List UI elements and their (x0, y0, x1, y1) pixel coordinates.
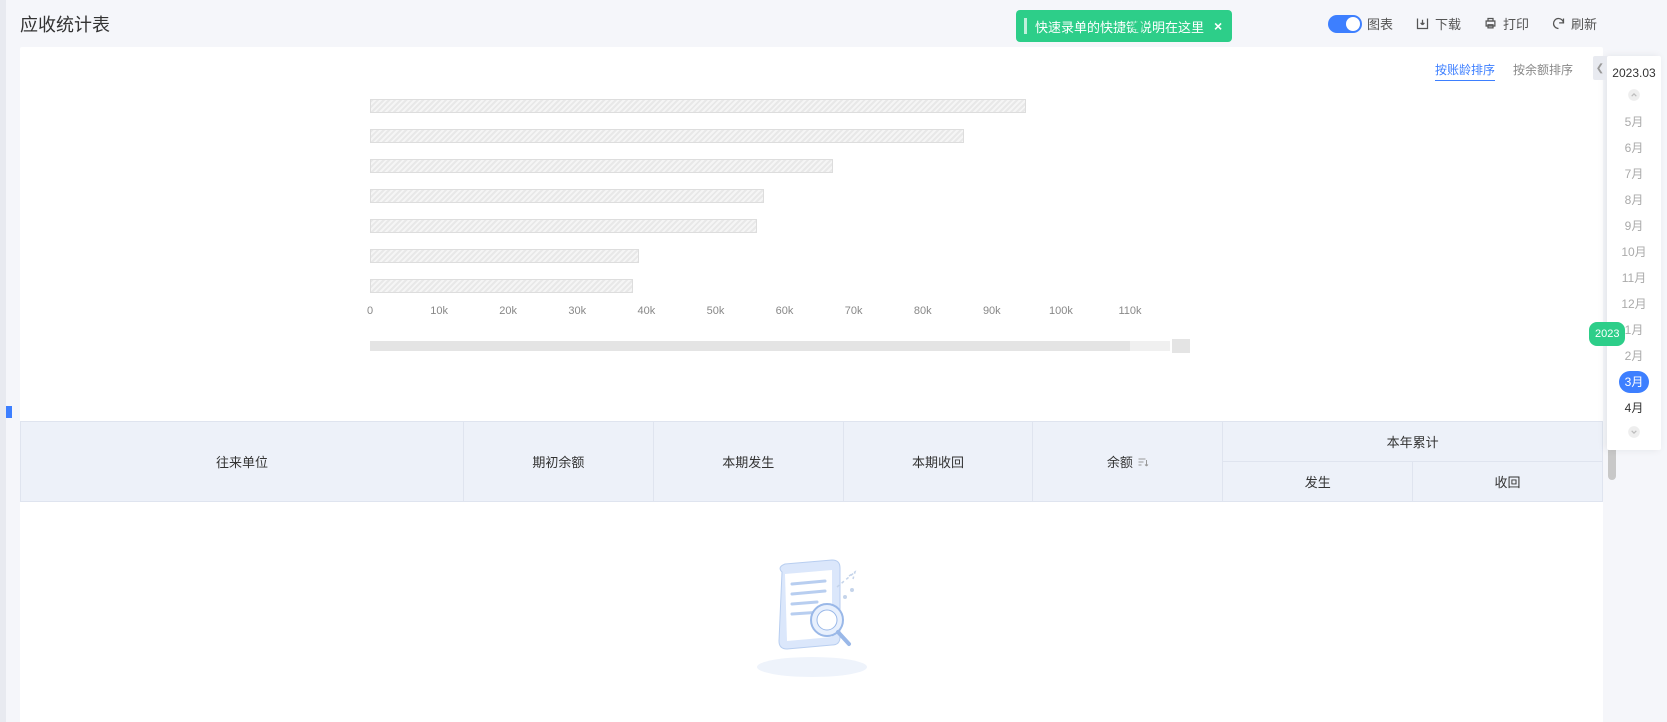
month-item[interactable]: 3月 (1619, 371, 1649, 393)
tip-accent-bar (1024, 18, 1027, 34)
sort-icon[interactable] (1137, 456, 1149, 468)
bar[interactable] (370, 249, 639, 263)
tip-connector-dot (1134, 22, 1142, 30)
col-ytd-recover[interactable]: 收回 (1413, 462, 1603, 502)
date-current[interactable]: 2023.03 (1607, 62, 1661, 86)
x-tick: 10k (430, 305, 448, 317)
chart-scroll-thumb[interactable] (370, 341, 1130, 351)
bar[interactable] (370, 129, 964, 143)
col-balance-label: 余额 (1107, 452, 1133, 471)
toggle-chart-label: 图表 (1367, 14, 1393, 33)
col-partner[interactable]: 往来单位 (21, 422, 464, 502)
bar[interactable] (370, 189, 764, 203)
x-axis: 010k20k30k40k50k60k70k80k90k100k110k (370, 305, 1130, 323)
refresh-button[interactable]: 刷新 (1551, 14, 1597, 33)
date-up-arrow-icon[interactable] (1607, 86, 1661, 107)
chart-section: 按账龄排序 按余额排序 0 10k 20k 30k 40k 50k 60k 70k 80k 90k… (20, 47, 1603, 397)
col-current-occur[interactable]: 本期发生 (653, 422, 843, 502)
toggle-switch[interactable] (1328, 15, 1362, 33)
download-label: 下载 (1435, 14, 1461, 33)
date-float: ❮ 2023.03 5月6月7月8月9月10月11月12月1月20232月3月4… (1607, 56, 1661, 450)
month-item[interactable]: 10月 (1619, 241, 1649, 263)
bar-row (370, 181, 1130, 211)
download-icon (1415, 16, 1430, 31)
bar[interactable] (370, 279, 633, 293)
date-panel: ❮ 2023.03 5月6月7月8月9月10月11月12月1月20232月3月4… (1617, 0, 1667, 722)
bar-row (370, 241, 1130, 271)
month-item[interactable]: 4月 (1619, 397, 1649, 419)
toggle-chart[interactable]: 图表 (1328, 14, 1393, 33)
x-tick: 40k (637, 305, 655, 317)
x-tick: 90k (983, 305, 1001, 317)
x-tick: 100k (1049, 305, 1073, 317)
bar-row (370, 91, 1130, 121)
bar-chart: 010k20k30k40k50k60k70k80k90k100k110k (370, 91, 1130, 351)
bar[interactable] (370, 219, 757, 233)
chart-scroll-handle[interactable] (1172, 339, 1190, 353)
month-list: 5月 6月 7月 8月 9月 10月 11月 12月 1月2023 2月 3月 4月 (1607, 107, 1661, 423)
print-label: 打印 (1503, 14, 1529, 33)
x-tick: 70k (845, 305, 863, 317)
date-down-arrow-icon[interactable] (1607, 423, 1661, 444)
empty-illustration (737, 542, 887, 682)
month-item[interactable]: 12月 (1619, 293, 1649, 315)
sort-links: 按账龄排序 按余额排序 (1435, 61, 1573, 81)
month-item[interactable]: 6月 (1619, 137, 1649, 159)
print-button[interactable]: 打印 (1483, 14, 1529, 33)
col-ytd-group: 本年累计 (1223, 422, 1603, 462)
month-item[interactable]: 9月 (1619, 215, 1649, 237)
x-tick: 110k (1118, 305, 1141, 317)
tip-connector-line (1104, 26, 1134, 27)
x-tick: 60k (776, 305, 794, 317)
month-item[interactable]: 5月 (1619, 111, 1649, 133)
x-tick: 50k (707, 305, 725, 317)
bar-row (370, 211, 1130, 241)
section-indicator (6, 406, 12, 418)
table-section: 往来单位 期初余额 本期发生 本期收回 余额 本年累计 (20, 421, 1603, 722)
month-item[interactable]: 11月 (1619, 267, 1649, 289)
bar-row (370, 271, 1130, 301)
col-current-recover[interactable]: 本期收回 (843, 422, 1033, 502)
top-actions: 图表 下载 打印 刷新 (1328, 14, 1597, 33)
bar-row (370, 151, 1130, 181)
chart-scroll-track[interactable] (370, 341, 1170, 351)
col-opening[interactable]: 期初余额 (463, 422, 653, 502)
bar[interactable] (370, 159, 833, 173)
sort-by-age[interactable]: 按账龄排序 (1435, 61, 1495, 81)
print-icon (1483, 16, 1498, 31)
x-tick: 30k (568, 305, 586, 317)
bar-row (370, 121, 1130, 151)
date-collapse-tab[interactable]: ❮ (1593, 56, 1607, 80)
refresh-icon (1551, 16, 1566, 31)
col-balance[interactable]: 余额 (1033, 422, 1223, 502)
content-card: 按账龄排序 按余额排序 0 10k 20k 30k 40k 50k 60k 70k 80k 90k… (20, 47, 1603, 722)
sort-by-balance[interactable]: 按余额排序 (1513, 61, 1573, 81)
x-tick: 0 (367, 305, 373, 317)
month-item[interactable]: 2月 (1619, 345, 1649, 367)
year-badge: 2023 (1589, 322, 1625, 346)
x-tick: 80k (914, 305, 932, 317)
download-button[interactable]: 下载 (1415, 14, 1461, 33)
topbar: 应收统计表 快速录单的快捷键说明在这里 × 图表 下载 打印 (6, 0, 1617, 47)
bar[interactable] (370, 99, 1026, 113)
data-table: 往来单位 期初余额 本期发生 本期收回 余额 本年累计 (20, 421, 1603, 502)
month-item[interactable]: 7月 (1619, 163, 1649, 185)
month-item[interactable]: 1月2023 (1619, 319, 1649, 341)
page-title: 应收统计表 (20, 11, 110, 37)
month-item[interactable]: 8月 (1619, 189, 1649, 211)
tip-close-icon[interactable]: × (1214, 18, 1222, 34)
x-tick: 20k (499, 305, 517, 317)
refresh-label: 刷新 (1571, 14, 1597, 33)
col-ytd-occur[interactable]: 发生 (1223, 462, 1413, 502)
empty-state (20, 502, 1603, 722)
